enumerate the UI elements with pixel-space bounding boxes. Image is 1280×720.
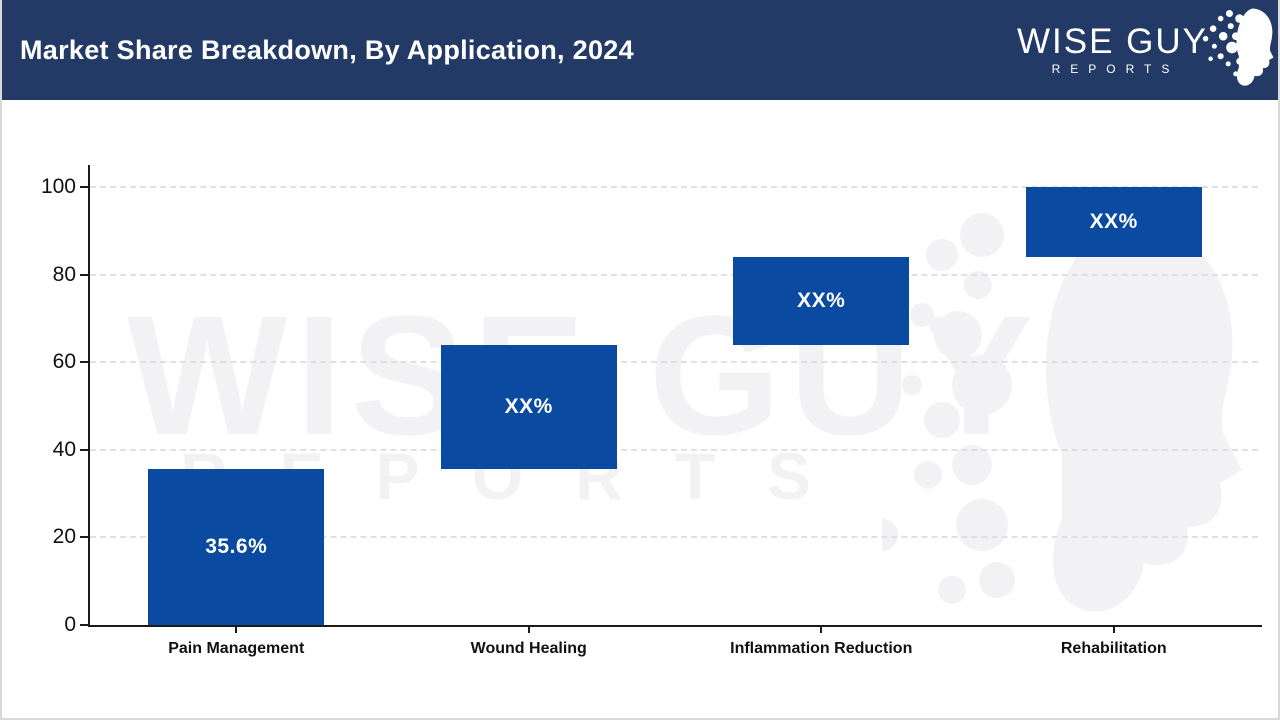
gridline <box>90 361 1258 364</box>
x-category-label-text: Pain Management <box>168 640 305 657</box>
logo-text: WISE GUY REPORTS <box>1016 22 1208 77</box>
bar-value-label: 35.6% <box>205 535 268 559</box>
x-category-label-text: Inflammation Reduction <box>730 640 913 657</box>
y-tick-label: 60 <box>52 350 76 374</box>
x-category-label: Rehabilitation <box>968 639 1261 659</box>
watermark-face-icon <box>882 213 1242 612</box>
y-tick-mark <box>80 624 88 626</box>
y-tick-label: 0 <box>64 613 76 636</box>
x-tick-mark <box>1112 627 1115 633</box>
x-category-label-text: Rehabilitation <box>1060 640 1167 657</box>
x-tick-mark <box>527 627 530 633</box>
x-category-label: Wound Healing <box>383 639 676 659</box>
page-title: Market Share Breakdown, By Application, … <box>20 34 634 65</box>
bar: XX% <box>440 344 617 470</box>
gridline <box>90 536 1258 539</box>
plot-area: 0 20 40 60 80 100 35.6% Pain Management XX% Wound… <box>41 165 1262 657</box>
bar-value-label: XX% <box>1089 210 1138 234</box>
bar: XX% <box>733 257 910 345</box>
y-tick-mark <box>80 448 88 451</box>
x-tick-mark <box>235 627 238 633</box>
y-tick-mark <box>80 273 88 276</box>
wiseguy-logo: WISE GUY REPORTS <box>1017 4 1276 96</box>
x-category-label: Pain Management <box>90 639 383 659</box>
y-tick-label: 40 <box>52 437 76 461</box>
x-axis-spine <box>88 625 1262 627</box>
header-bar: Market Share Breakdown, By Application, … <box>2 0 1278 100</box>
y-tick-label: 100 <box>40 175 76 198</box>
bar: 35.6% <box>148 469 325 625</box>
gridline <box>90 186 1258 188</box>
x-tick-mark <box>820 627 823 633</box>
y-tick-mark <box>80 361 88 364</box>
x-category-label: Inflammation Reduction <box>675 639 968 659</box>
logo-tagline-text: REPORTS <box>1051 62 1180 76</box>
y-tick-mark <box>80 186 88 188</box>
bar: XX% <box>1025 187 1202 258</box>
x-category-label-text: Wound Healing <box>470 640 587 657</box>
bar-value-label: XX% <box>504 394 553 418</box>
bar-value-label: XX% <box>797 288 846 312</box>
wiseguy-face-logo-icon <box>1202 8 1274 86</box>
logo-brand-text: WISE GUY <box>1016 22 1208 61</box>
y-tick-label: 80 <box>52 262 76 286</box>
y-axis-spine <box>88 165 90 627</box>
gridline <box>90 273 1258 276</box>
y-tick-label: 20 <box>52 525 76 549</box>
gridline <box>90 448 1258 451</box>
y-tick-mark <box>80 536 88 539</box>
